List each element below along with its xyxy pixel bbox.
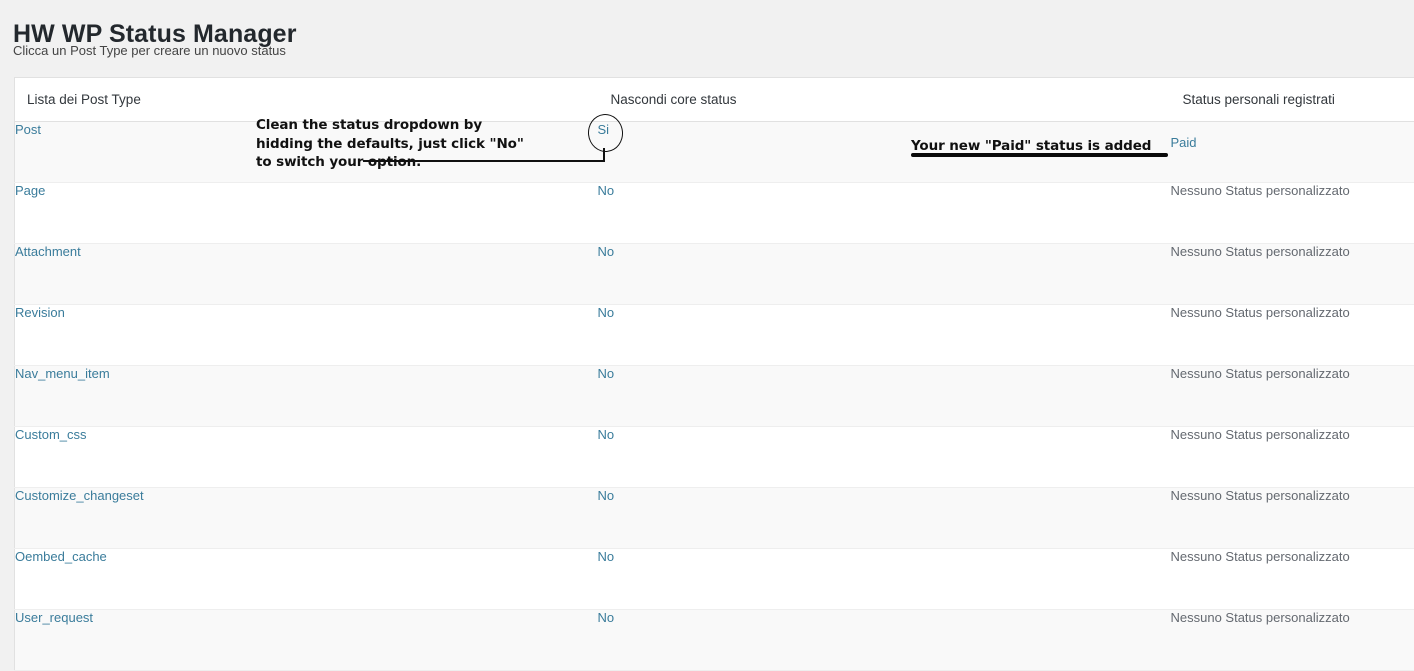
cell-custom-status: Nessuno Status personalizzato <box>1171 305 1414 366</box>
table-header: Lista dei Post Type Nascondi core status… <box>15 78 1414 122</box>
custom-status-empty-label: Nessuno Status personalizzato <box>1171 488 1350 504</box>
custom-status-empty-label: Nessuno Status personalizzato <box>1171 610 1350 626</box>
table-row: Customize_changeset No Nessuno Status pers… <box>15 488 1414 549</box>
post-type-link[interactable]: Nav_menu_item <box>15 366 110 382</box>
hide-core-status-toggle[interactable]: No <box>598 366 615 382</box>
hide-core-status-toggle[interactable]: No <box>598 244 615 260</box>
custom-status-empty-label: Nessuno Status personalizzato <box>1171 183 1350 199</box>
cell-hide-core-status: No <box>598 549 1171 610</box>
cell-post-type: Attachment <box>15 244 598 305</box>
cell-hide-core-status: No <box>598 366 1171 427</box>
table-row: Oembed_cache No Nessuno Status personalizz… <box>15 549 1414 610</box>
cell-custom-status: Paid <box>1171 122 1414 183</box>
column-header-post-type: Lista dei Post Type <box>15 78 598 122</box>
table-body: Post Si Paid Page No Nessuno Status personali… <box>15 122 1414 671</box>
hide-core-status-toggle[interactable]: Si <box>598 122 610 138</box>
hide-core-status-toggle[interactable]: No <box>598 305 615 321</box>
table-row: Attachment No Nessuno Status personalizzat… <box>15 244 1414 305</box>
hide-core-status-toggle[interactable]: No <box>598 488 615 504</box>
table-row: Revision No Nessuno Status personalizzato <box>15 305 1414 366</box>
cell-post-type: Oembed_cache <box>15 549 598 610</box>
table-row: Nav_menu_item No Nessuno Status personaliz… <box>15 366 1414 427</box>
cell-post-type: Customize_changeset <box>15 488 598 549</box>
post-type-link[interactable]: Customize_changeset <box>15 488 144 504</box>
custom-status-link[interactable]: Paid <box>1171 135 1197 151</box>
cell-post-type: Page <box>15 183 598 244</box>
post-type-link[interactable]: Page <box>15 183 45 199</box>
cell-hide-core-status: No <box>598 305 1171 366</box>
cell-post-type: Revision <box>15 305 598 366</box>
hide-core-status-toggle[interactable]: No <box>598 549 615 565</box>
hide-core-status-toggle[interactable]: No <box>598 183 615 199</box>
column-header-hide-core: Nascondi core status <box>598 78 1171 122</box>
cell-post-type: Nav_menu_item <box>15 366 598 427</box>
post-type-link[interactable]: Oembed_cache <box>15 549 107 565</box>
table-row: Page No Nessuno Status personalizzato <box>15 183 1414 244</box>
column-header-custom-status: Status personali registrati <box>1171 78 1414 122</box>
cell-hide-core-status: No <box>598 488 1171 549</box>
cell-custom-status: Nessuno Status personalizzato <box>1171 488 1414 549</box>
post-type-status-table: Lista dei Post Type Nascondi core status… <box>14 77 1414 671</box>
custom-status-empty-label: Nessuno Status personalizzato <box>1171 244 1350 260</box>
cell-custom-status: Nessuno Status personalizzato <box>1171 244 1414 305</box>
table-header-row: Lista dei Post Type Nascondi core status… <box>15 78 1414 122</box>
post-type-link[interactable]: Revision <box>15 305 65 321</box>
cell-hide-core-status: No <box>598 610 1171 671</box>
custom-status-empty-label: Nessuno Status personalizzato <box>1171 549 1350 565</box>
cell-custom-status: Nessuno Status personalizzato <box>1171 366 1414 427</box>
cell-custom-status: Nessuno Status personalizzato <box>1171 549 1414 610</box>
post-type-link[interactable]: User_request <box>15 610 93 626</box>
cell-custom-status: Nessuno Status personalizzato <box>1171 610 1414 671</box>
cell-custom-status: Nessuno Status personalizzato <box>1171 427 1414 488</box>
cell-custom-status: Nessuno Status personalizzato <box>1171 183 1414 244</box>
custom-status-empty-label: Nessuno Status personalizzato <box>1171 427 1350 443</box>
post-type-link[interactable]: Attachment <box>15 244 81 260</box>
custom-status-empty-label: Nessuno Status personalizzato <box>1171 366 1350 382</box>
table-row: Custom_css No Nessuno Status personalizzat… <box>15 427 1414 488</box>
cell-hide-core-status: Si <box>598 122 1171 183</box>
cell-post-type: User_request <box>15 610 598 671</box>
hide-core-status-toggle[interactable]: No <box>598 427 615 443</box>
hide-core-status-toggle[interactable]: No <box>598 610 615 626</box>
table-row: User_request No Nessuno Status personalizz… <box>15 610 1414 671</box>
cell-post-type: Post <box>15 122 598 183</box>
page-subtitle: Clicca un Post Type per creare un nuovo … <box>13 42 286 60</box>
cell-post-type: Custom_css <box>15 427 598 488</box>
post-type-link[interactable]: Custom_css <box>15 427 87 443</box>
custom-status-empty-label: Nessuno Status personalizzato <box>1171 305 1350 321</box>
cell-hide-core-status: No <box>598 183 1171 244</box>
cell-hide-core-status: No <box>598 244 1171 305</box>
cell-hide-core-status: No <box>598 427 1171 488</box>
table-row: Post Si Paid <box>15 122 1414 183</box>
post-type-link[interactable]: Post <box>15 122 41 138</box>
